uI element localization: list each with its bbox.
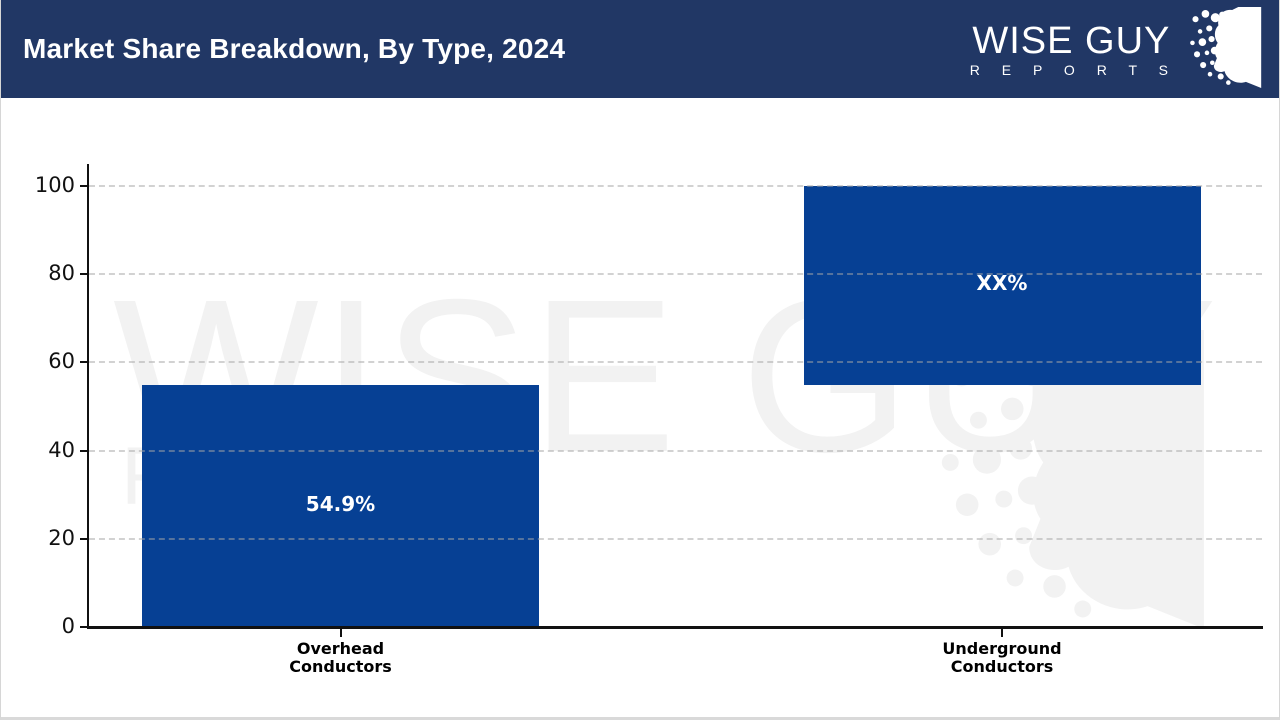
y-axis-tick-label: 40 bbox=[48, 437, 75, 462]
y-axis-tick-label: 20 bbox=[48, 525, 75, 550]
page-title: Market Share Breakdown, By Type, 2024 bbox=[23, 33, 566, 64]
y-axis-tick bbox=[80, 537, 88, 540]
dotted-face-logo-icon bbox=[1190, 7, 1262, 88]
gridline bbox=[89, 361, 1262, 364]
header-bar: Market Share Breakdown, By Type, 2024 WI… bbox=[1, 0, 1279, 98]
y-axis-tick bbox=[80, 185, 88, 187]
y-axis-tick bbox=[80, 273, 88, 276]
category-label: Overhead Conductors bbox=[181, 640, 501, 676]
y-axis-line bbox=[87, 164, 89, 629]
y-axis-tick bbox=[80, 626, 88, 628]
logo-subtitle: R E P O R T S bbox=[969, 61, 1177, 78]
wise-guy-reports-logo: WISE GUY R E P O R T S bbox=[966, 7, 1265, 91]
x-axis-line bbox=[87, 626, 1263, 629]
y-axis-tick-label: 80 bbox=[48, 261, 75, 286]
gridline bbox=[89, 537, 1262, 540]
gridline bbox=[89, 449, 1262, 452]
y-axis-tick bbox=[80, 449, 88, 452]
logo-wordmark: WISE GUY bbox=[972, 19, 1171, 62]
bar-segment bbox=[142, 384, 539, 627]
category-label-line: Underground bbox=[942, 639, 1062, 658]
bar-value-label: 54.9% bbox=[305, 491, 376, 516]
y-axis-tick-label: 60 bbox=[48, 349, 75, 374]
y-axis-tick bbox=[80, 361, 88, 364]
gridline bbox=[89, 185, 1262, 187]
gridline bbox=[89, 273, 1262, 276]
x-axis-tick bbox=[339, 629, 342, 637]
y-axis-tick-label: 100 bbox=[34, 173, 75, 197]
category-label: Underground Conductors bbox=[842, 640, 1162, 676]
category-label-line: Conductors bbox=[289, 657, 392, 676]
y-axis-tick-label: 0 bbox=[61, 614, 75, 638]
logo-text: WISE GUY R E P O R T S bbox=[966, 22, 1177, 77]
category-label-line: Conductors bbox=[950, 657, 1054, 676]
x-axis-tick bbox=[1001, 629, 1003, 637]
category-label-line: Overhead bbox=[296, 639, 385, 658]
bar-value-label: XX% bbox=[976, 271, 1028, 296]
